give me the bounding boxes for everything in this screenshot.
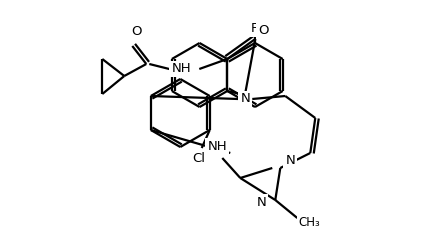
Text: F: F <box>251 22 259 36</box>
Text: NH: NH <box>208 140 227 152</box>
Text: N: N <box>256 195 266 208</box>
Text: O: O <box>258 24 268 38</box>
Text: O: O <box>131 25 142 39</box>
Text: N: N <box>285 153 295 166</box>
Text: Cl: Cl <box>192 151 205 165</box>
Text: NH: NH <box>172 62 191 76</box>
Text: N: N <box>241 92 250 105</box>
Text: CH₃: CH₃ <box>298 215 320 228</box>
